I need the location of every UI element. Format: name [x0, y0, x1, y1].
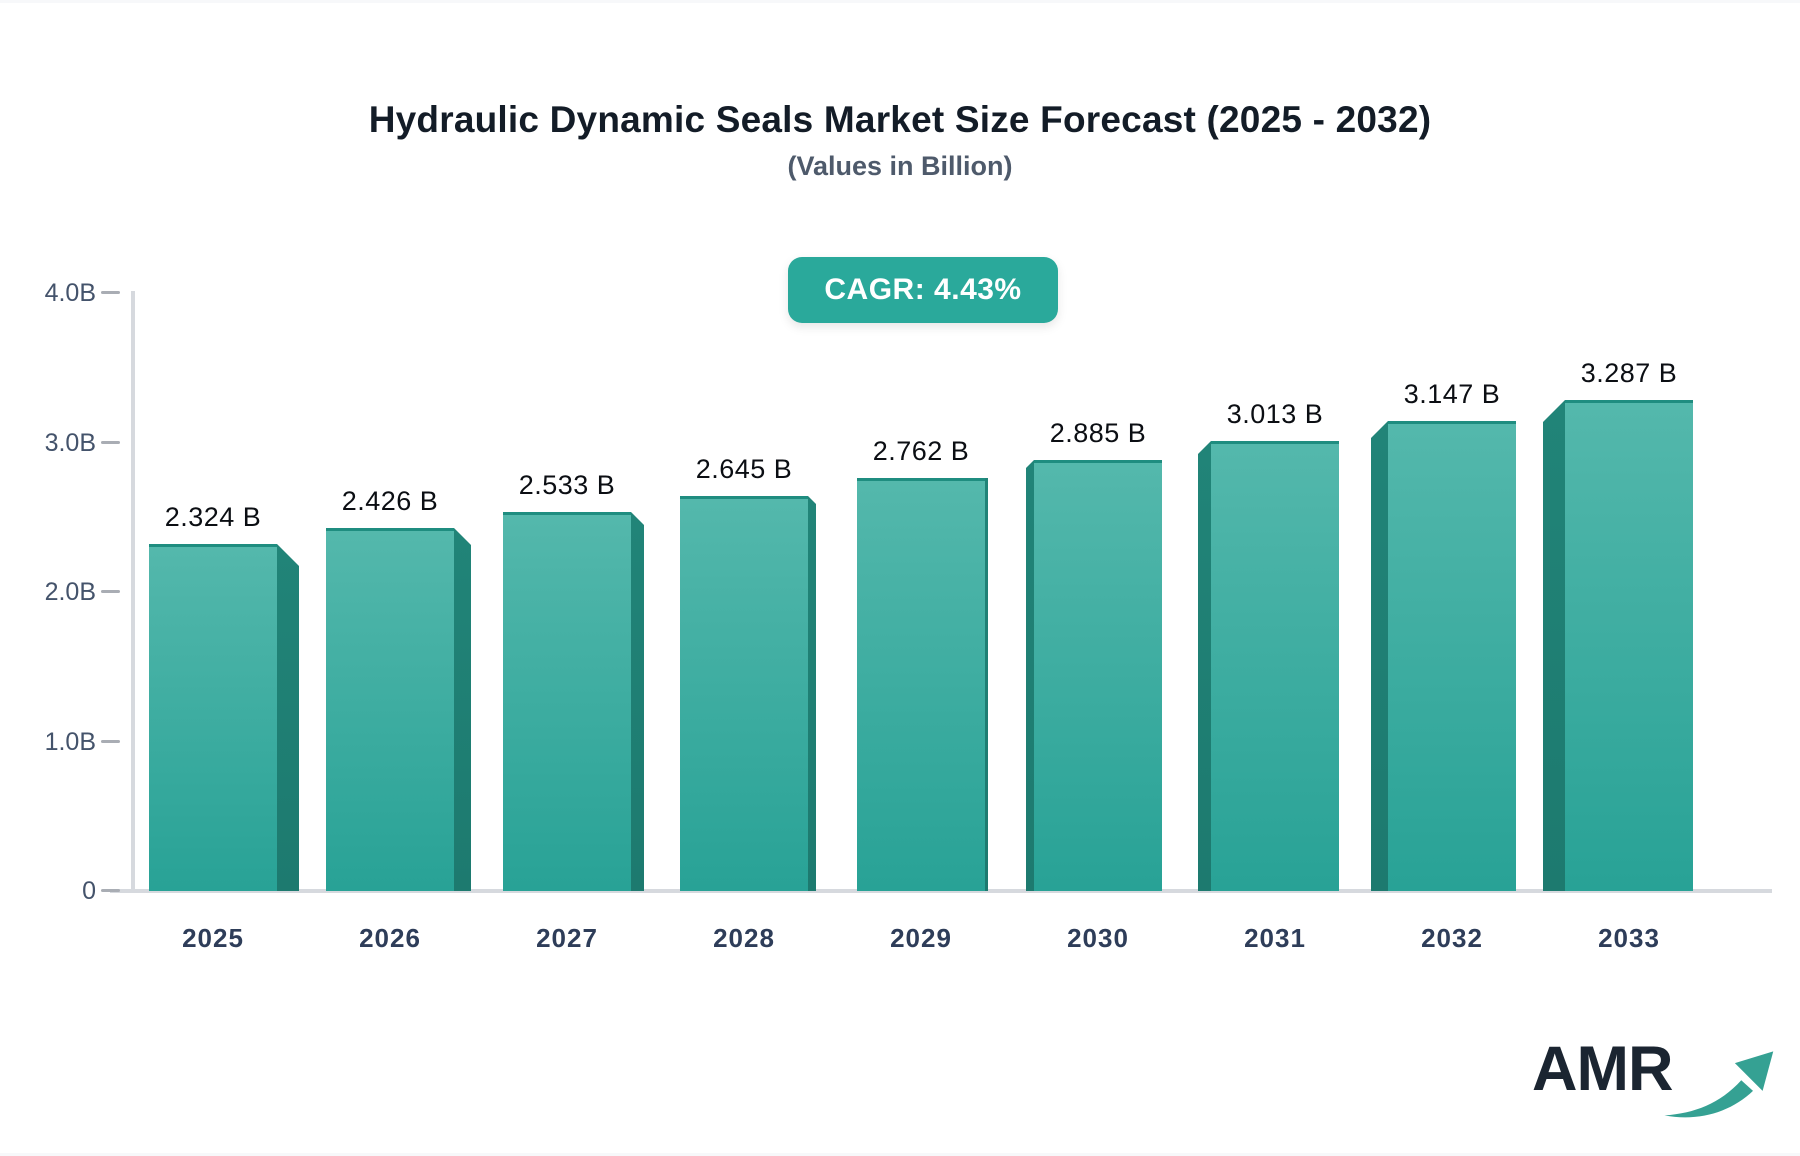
bar-value-label: 3.287 B [1580, 358, 1678, 388]
y-axis-tick-label: 3.0B [44, 428, 96, 457]
chart-subtitle: (Values in Billion) [787, 151, 1013, 181]
page-title: Hydraulic Dynamic Seals Market Size Fore… [368, 99, 1432, 140]
x-axis-line [110, 889, 1772, 893]
bar-value-label: 2.885 B [1049, 418, 1147, 448]
y-axis-tick-label: 1.0B [44, 727, 96, 756]
x-axis-label: 2026 [359, 923, 421, 953]
y-axis-tick-mark [101, 889, 120, 892]
y-axis-tick-label: 0 [82, 877, 96, 905]
bar-side-panel [1543, 400, 1565, 891]
bar-value-label: 2.324 B [164, 502, 262, 532]
x-axis-label: 2030 [1067, 923, 1129, 953]
y-axis-tick-label: 4.0B [44, 279, 96, 307]
cagr-badge-label: CAGR: 4.43% [824, 273, 1022, 306]
bar [149, 544, 277, 891]
bar [1211, 441, 1339, 891]
bar [1565, 400, 1693, 891]
x-axis-label: 2031 [1244, 923, 1306, 953]
x-axis-label: 2025 [182, 923, 244, 953]
bar-side-panel [1198, 441, 1211, 891]
y-axis-tick-label: 2.0B [44, 578, 96, 606]
x-axis-label: 2033 [1598, 923, 1660, 953]
bar-side-panel [631, 512, 644, 891]
bar-value-label: 2.426 B [341, 486, 439, 516]
bar-side-panel [454, 528, 471, 891]
amr-logo: AMR [1532, 1033, 1780, 1125]
bar-side-panel [1026, 460, 1034, 891]
bar [1388, 421, 1516, 891]
bar-value-label: 3.013 B [1226, 399, 1324, 429]
x-axis-label: 2027 [536, 923, 598, 953]
bar-side-panel [985, 478, 988, 891]
bar-side-panel [277, 544, 299, 891]
bar-side-panel [1371, 421, 1388, 891]
bar-value-label: 2.645 B [695, 454, 793, 484]
y-axis-tick-mark [101, 440, 120, 444]
bar [857, 478, 985, 891]
y-axis-line [131, 291, 135, 891]
x-axis-label: 2032 [1421, 923, 1483, 953]
y-axis-tick-mark [101, 590, 120, 593]
bar-value-label: 3.147 B [1403, 379, 1501, 409]
bar [680, 496, 808, 891]
bar [1034, 460, 1162, 891]
x-axis-label: 2029 [890, 923, 952, 953]
bar-value-label: 2.533 B [518, 470, 616, 500]
x-axis-label: 2028 [713, 923, 775, 953]
cagr-badge: CAGR: 4.43% [788, 257, 1058, 323]
bar [326, 528, 454, 891]
y-axis-tick-mark [101, 291, 120, 294]
bar-value-label: 2.762 B [872, 436, 970, 466]
bar-chart-plot-area: 4.0B 3.0B 2.0B 1.0B 0 2.324 B 2025 2.426 B 2026 2… [0, 3, 1800, 1153]
growth-arrow-icon [1664, 1051, 1774, 1118]
y-axis-tick-mark [101, 739, 120, 743]
amr-logo-text: AMR [1532, 1034, 1673, 1104]
bar-side-panel [808, 496, 816, 891]
bar [503, 512, 631, 891]
